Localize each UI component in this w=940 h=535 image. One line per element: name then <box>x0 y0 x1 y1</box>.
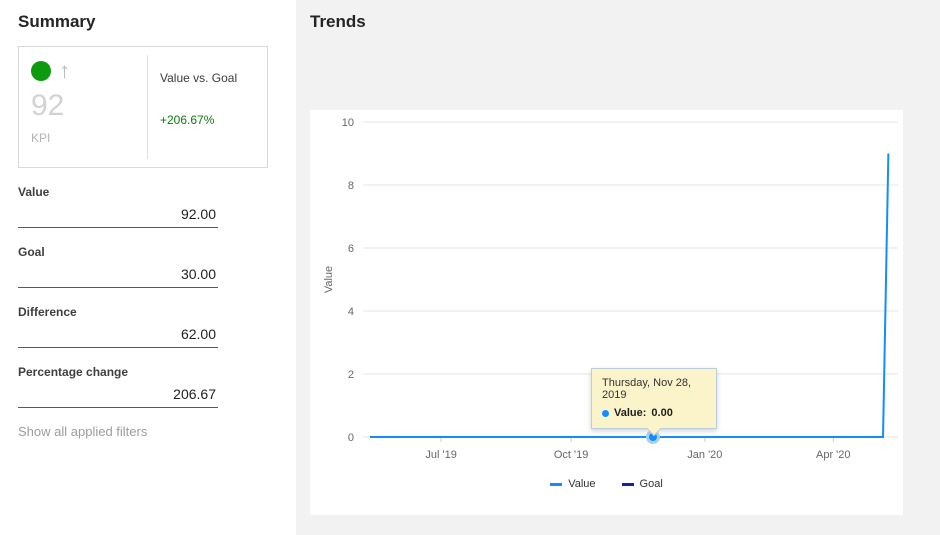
tooltip-series-dot-icon <box>602 409 609 417</box>
summary-panel: Summary ↑ 92 KPI Value vs. Goal +206.67%… <box>0 0 296 535</box>
kpi-comparison-label: Value vs. Goal <box>160 71 238 85</box>
trends-title: Trends <box>310 12 366 31</box>
x-tick-label: Apr '20 <box>816 449 851 461</box>
x-tick-label: Jul '19 <box>425 449 456 461</box>
chart-tooltip: Thursday, Nov 28, 2019 Value: 0.00 <box>591 368 717 437</box>
field-goal: Goal 30.00 <box>18 245 218 288</box>
kpi-label: KPI <box>31 131 51 145</box>
field-label: Difference <box>18 305 77 319</box>
trend-up-arrow-icon: ↑ <box>59 58 70 83</box>
tooltip-value-label: Value: <box>614 407 647 419</box>
x-tick-label: Oct '19 <box>554 449 589 461</box>
y-tick-label: 2 <box>348 369 354 381</box>
kpi-card-left: ↑ 92 KPI <box>19 47 147 167</box>
chart-legend: Value Goal <box>310 478 903 490</box>
y-tick-label: 8 <box>348 180 354 192</box>
kpi-card-divider <box>147 55 148 159</box>
summary-title: Summary <box>18 12 96 31</box>
series-line-value <box>369 153 890 438</box>
field-value: 92.00 <box>18 199 218 228</box>
field-value: Value 92.00 <box>18 185 218 228</box>
summary-fields: Value 92.00 Goal 30.00 Difference 62.00 Percen… <box>18 185 218 408</box>
field-label: Percentage change <box>18 365 129 379</box>
legend-label: Goal <box>639 478 663 490</box>
y-tick-label: 0 <box>348 432 354 444</box>
tooltip-value-row: Value: 0.00 <box>602 407 706 419</box>
legend-label: Value <box>568 478 596 490</box>
y-axis-title: Value <box>323 266 335 293</box>
show-filters-link[interactable]: Show all applied filters <box>18 424 148 439</box>
field-label: Goal <box>18 245 45 259</box>
tooltip-value: 0.00 <box>651 407 673 419</box>
y-tick-label: 10 <box>342 117 354 129</box>
legend-item-goal[interactable]: Goal <box>621 478 663 490</box>
trends-panel: Trends 0 2 4 6 8 10 Value Jul '19 Oct '19 Jan '20… <box>296 0 940 535</box>
legend-item-value[interactable]: Value <box>550 478 596 490</box>
field-value: 30.00 <box>18 259 218 288</box>
status-green-circle-icon <box>31 61 51 81</box>
y-tick-label: 4 <box>348 306 354 318</box>
kpi-card: ↑ 92 KPI Value vs. Goal +206.67% <box>18 46 268 168</box>
line-chart-plot[interactable]: 0 2 4 6 8 10 Value Jul '19 Oct '19 Jan '20 Apr '20 <box>310 110 903 470</box>
kpi-value: 92 <box>31 89 65 122</box>
kpi-status-row: ↑ <box>31 59 147 83</box>
x-tick-label: Jan '20 <box>687 449 722 461</box>
field-value: 62.00 <box>18 319 218 348</box>
tooltip-date: Thursday, Nov 28, 2019 <box>602 377 692 401</box>
line-chart[interactable]: 0 2 4 6 8 10 Value Jul '19 Oct '19 Jan '20 Apr '20… <box>310 110 903 515</box>
field-percentage-change: Percentage change 206.67 <box>18 365 218 408</box>
kpi-card-right: Value vs. Goal +206.67% <box>148 47 267 167</box>
legend-swatch-icon <box>621 482 634 486</box>
field-value: 206.67 <box>18 379 218 408</box>
field-label: Value <box>18 185 50 199</box>
legend-swatch-icon <box>550 482 563 486</box>
y-tick-label: 6 <box>348 243 354 255</box>
kpi-comparison-value: +206.67% <box>160 113 215 127</box>
field-difference: Difference 62.00 <box>18 305 218 348</box>
